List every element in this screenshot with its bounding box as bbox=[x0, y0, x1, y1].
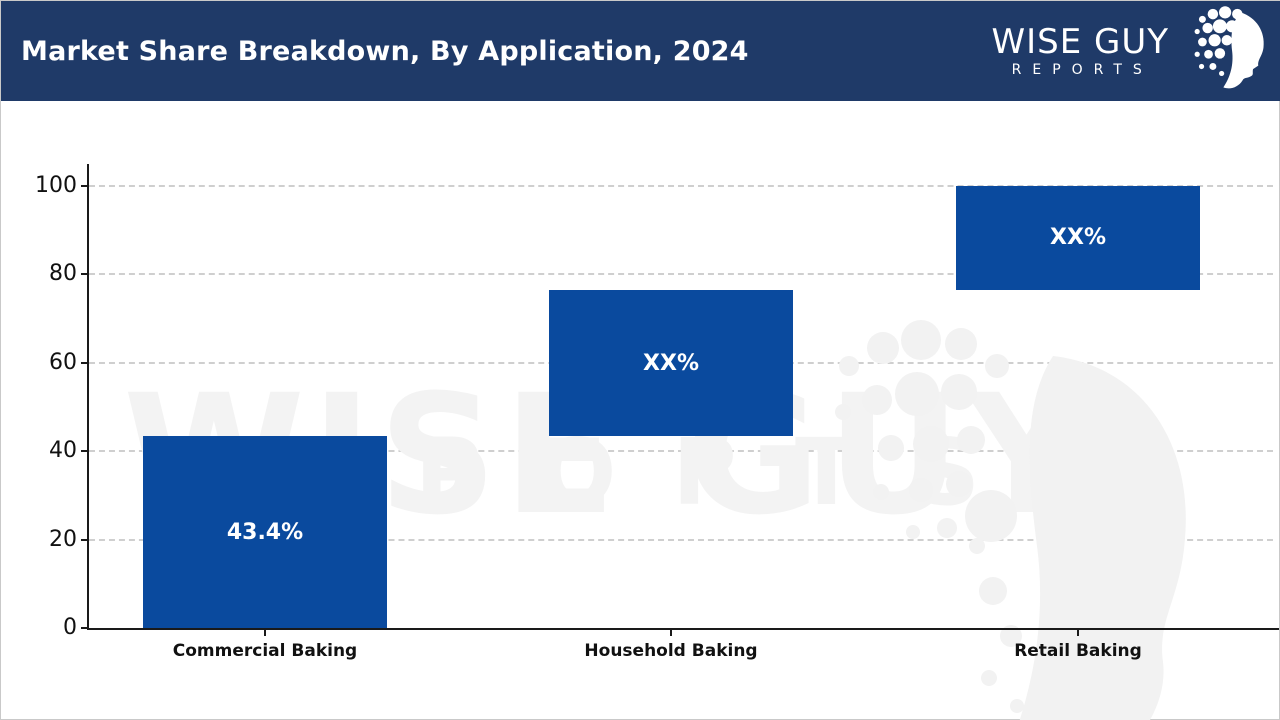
header-band: Market Share Breakdown, By Application, … bbox=[1, 1, 1280, 101]
logo-wordmark: WISE GUY bbox=[991, 22, 1169, 62]
x-category-label: Household Baking bbox=[584, 641, 758, 661]
y-tick-label: 40 bbox=[49, 438, 77, 464]
x-axis-tick bbox=[264, 630, 266, 636]
plot-region: WISE GUY REPORTS 0 20 40 60 80 100 43.4% Commer… bbox=[1, 101, 1280, 720]
y-tick-label: 100 bbox=[35, 173, 77, 198]
y-tick-label: 60 bbox=[49, 349, 77, 375]
gridline bbox=[89, 185, 1273, 187]
bar-value-label: XX% bbox=[643, 350, 699, 376]
y-axis-spine bbox=[87, 164, 89, 630]
wiseguy-face-icon bbox=[1171, 5, 1267, 97]
logo-subtitle: REPORTS bbox=[1011, 62, 1153, 78]
chart-title: Market Share Breakdown, By Application, … bbox=[21, 35, 749, 67]
y-axis-tick bbox=[81, 361, 89, 364]
bar-segment: 43.4% bbox=[143, 436, 387, 628]
x-axis-tick bbox=[1077, 630, 1079, 636]
y-tick-label: 80 bbox=[49, 261, 77, 287]
x-axis-spine bbox=[87, 628, 1279, 630]
y-axis-tick bbox=[81, 273, 89, 276]
bar-segment: XX% bbox=[549, 289, 793, 437]
bar-value-label: 43.4% bbox=[226, 519, 304, 545]
y-axis-tick bbox=[81, 185, 89, 187]
y-tick-label: 20 bbox=[49, 526, 77, 552]
wiseguy-logo-text: WISE GUY REPORTS bbox=[991, 25, 1169, 77]
gridline bbox=[89, 538, 1273, 541]
x-axis-tick bbox=[670, 630, 672, 636]
y-axis-tick bbox=[81, 450, 89, 453]
y-axis-tick bbox=[81, 627, 89, 629]
y-tick-label: 0 bbox=[63, 615, 77, 640]
bar-value-label: XX% bbox=[1050, 225, 1106, 251]
x-category-label: Retail Baking bbox=[1014, 641, 1142, 661]
gridline bbox=[89, 450, 1273, 453]
wiseguy-logo: WISE GUY REPORTS bbox=[991, 5, 1267, 97]
y-axis-tick bbox=[81, 538, 89, 541]
gridline bbox=[89, 273, 1273, 276]
bar-segment: XX% bbox=[956, 186, 1200, 290]
x-category-label: Commercial Baking bbox=[172, 641, 358, 661]
